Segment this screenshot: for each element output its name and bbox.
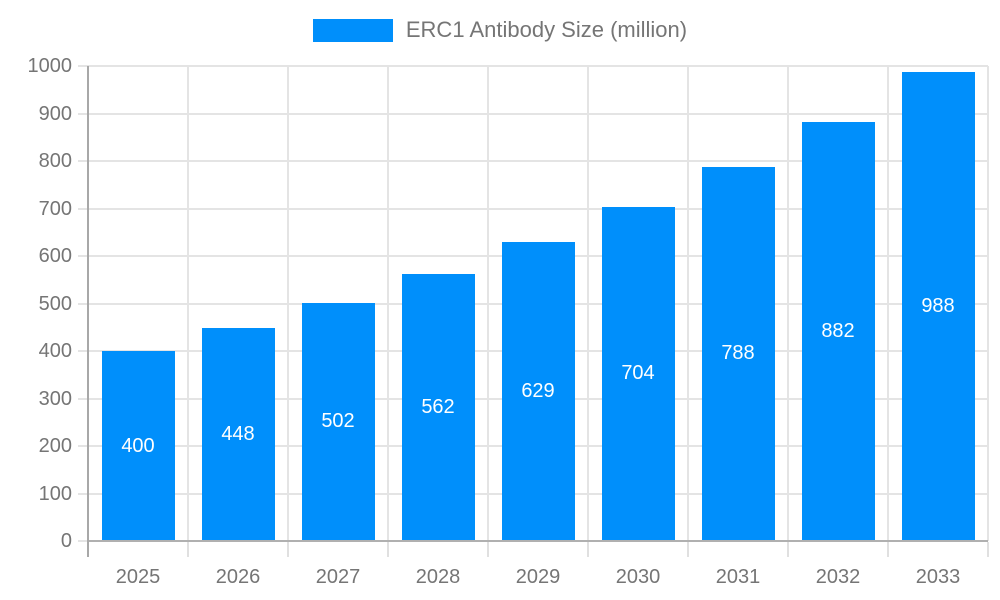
x-axis-tick-label: 2031: [715, 566, 761, 588]
x-axis-tick-label: 2026: [215, 566, 261, 588]
x-axis-tick: [187, 542, 189, 557]
bar: [601, 206, 675, 540]
y-axis-tick-label: 900: [38, 102, 72, 125]
gridline-horizontal: [78, 160, 988, 162]
y-axis-tick-label: 0: [60, 530, 72, 552]
bar-value-label: 704: [621, 362, 655, 385]
x-axis-tick: [587, 542, 589, 557]
bar: [401, 274, 475, 540]
bar: [201, 328, 275, 540]
x-axis-tick: [887, 542, 889, 557]
y-axis-line: [87, 66, 89, 557]
y-axis-tick-label: 100: [38, 482, 72, 505]
y-axis-tick-label: 700: [38, 197, 72, 220]
gridline-vertical: [887, 66, 889, 541]
gridline-vertical: [187, 66, 189, 541]
gridline-vertical: [587, 66, 589, 541]
x-axis-tick-label: 2027: [315, 566, 361, 588]
y-axis-tick-label: 800: [38, 150, 72, 172]
y-axis-tick-label: 300: [38, 387, 72, 410]
y-axis-tick-label: 1000: [27, 55, 73, 77]
bar: [101, 351, 175, 540]
x-axis-tick: [987, 542, 989, 557]
x-axis-tick: [287, 542, 289, 557]
x-axis-tick: [787, 542, 789, 557]
gridline-vertical: [487, 66, 489, 541]
bar: [701, 166, 775, 540]
gridline-vertical: [687, 66, 689, 541]
bar-value-label: 448: [221, 423, 255, 446]
y-axis-tick-label: 200: [38, 435, 72, 457]
x-axis-tick-label: 2029: [515, 566, 561, 588]
gridline-vertical: [987, 66, 989, 541]
x-axis-tick: [687, 542, 689, 557]
bar-value-label: 882: [821, 320, 855, 343]
gridline-vertical: [387, 66, 389, 541]
bar: [901, 71, 975, 540]
y-axis-tick-label: 600: [38, 245, 72, 267]
gridline-vertical: [287, 66, 289, 541]
x-axis-tick: [387, 542, 389, 557]
bar: [801, 122, 875, 540]
bar-value-label: 788: [721, 342, 755, 365]
gridline-vertical: [787, 66, 789, 541]
legend-label: ERC1 Antibody Size (million): [405, 17, 688, 42]
bar-value-label: 502: [321, 410, 355, 433]
x-axis-tick-label: 2025: [115, 566, 161, 588]
bar: [301, 302, 375, 540]
x-axis-tick: [487, 542, 489, 557]
x-axis-line: [88, 540, 988, 542]
bar-value-label: 400: [121, 434, 155, 457]
x-axis-tick-label: 2030: [615, 566, 661, 588]
gridline-horizontal: [78, 65, 988, 67]
gridline-horizontal: [78, 112, 988, 115]
bar-value-label: 629: [521, 380, 555, 403]
y-axis-tick-label: 400: [38, 340, 72, 362]
legend-item[interactable]: ERC1 Antibody Size (million): [0, 17, 1000, 43]
y-axis-tick-label: 500: [38, 292, 72, 315]
legend-swatch: [312, 18, 393, 42]
x-axis-tick-label: 2033: [915, 566, 961, 588]
bar-value-label: 562: [421, 396, 455, 419]
x-axis-tick-label: 2032: [815, 566, 861, 588]
x-axis-tick-label: 2028: [415, 566, 461, 588]
gridline-horizontal: [78, 207, 988, 210]
bar-value-label: 988: [921, 294, 955, 317]
bar: [501, 242, 575, 540]
